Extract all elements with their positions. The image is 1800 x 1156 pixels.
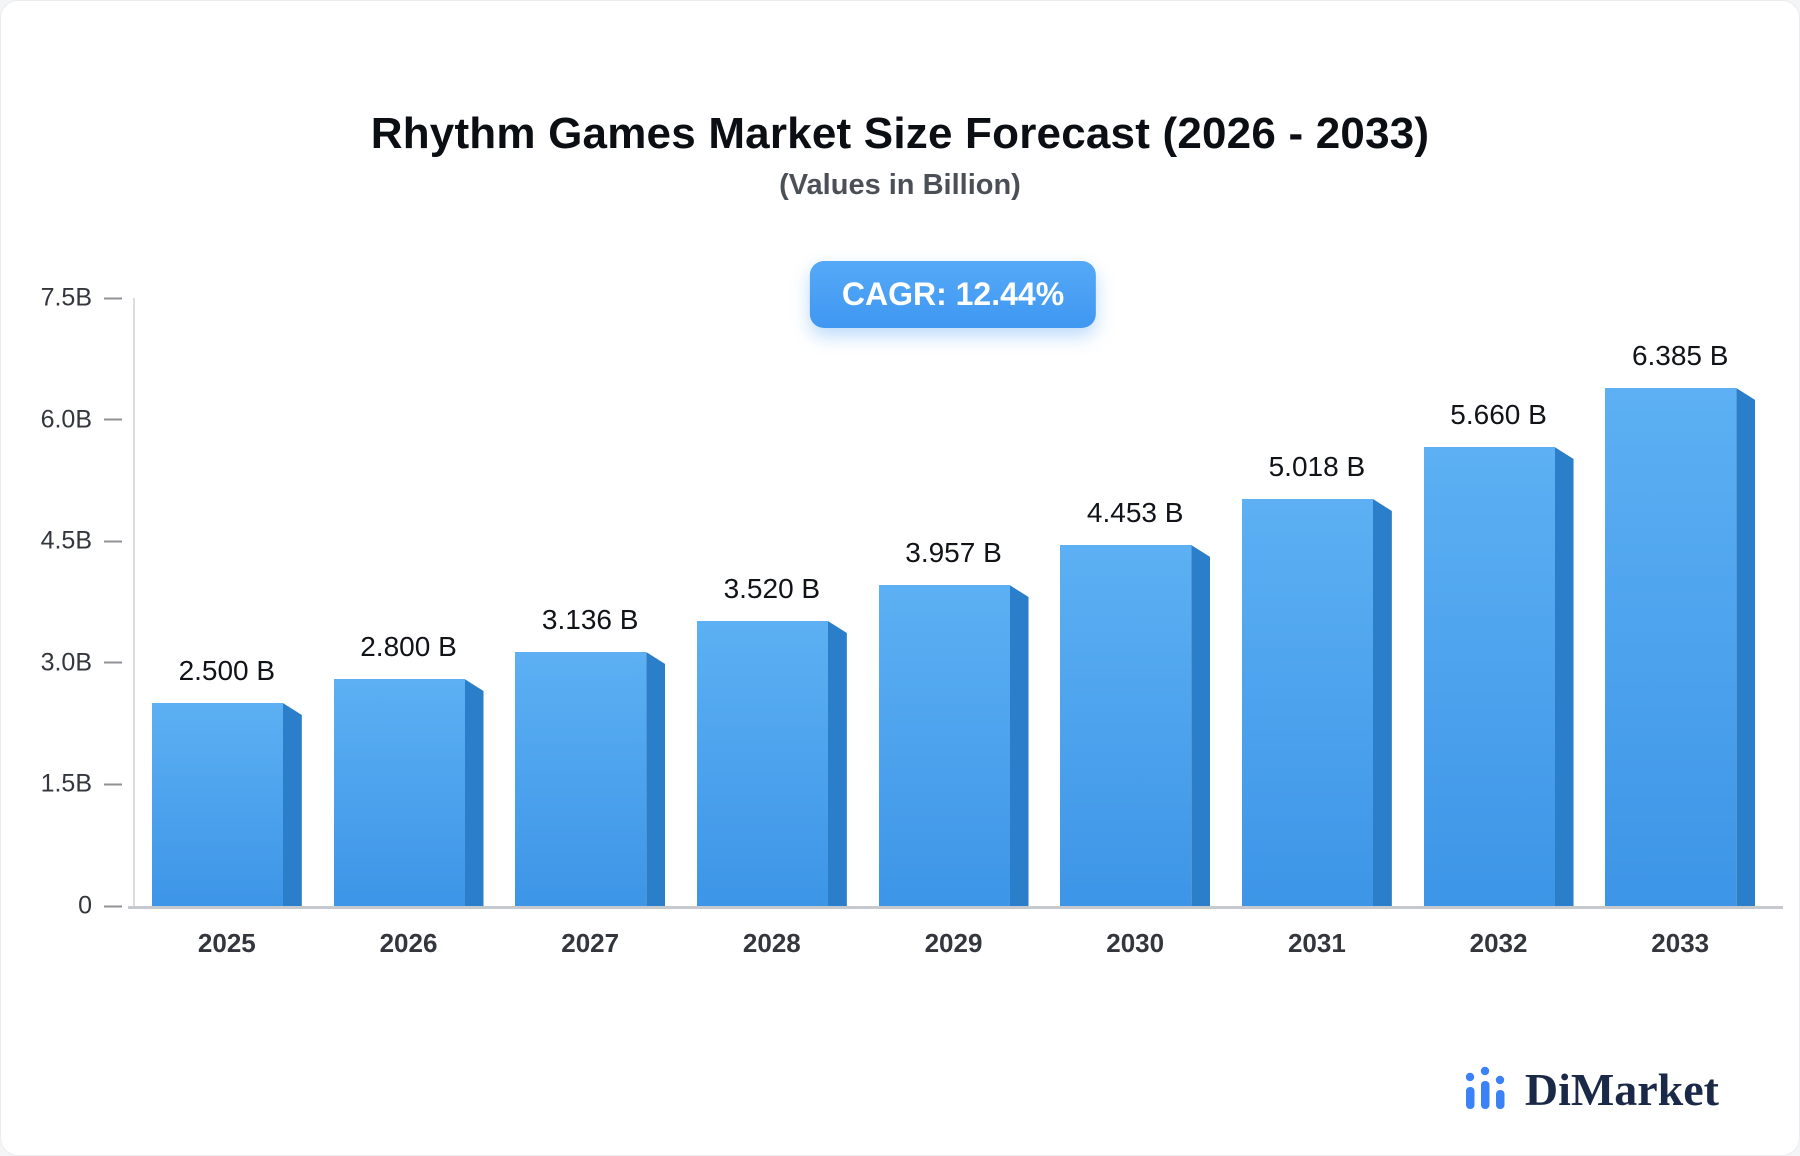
brand-logo: DiMarket — [1461, 1063, 1719, 1113]
bar[interactable] — [151, 703, 302, 906]
bar-side-shade — [464, 679, 484, 906]
bar-column: 4.453 B — [1044, 298, 1226, 906]
y-axis-tick: 1.5B — [41, 770, 122, 799]
bar-face — [1241, 499, 1373, 906]
bar[interactable] — [1060, 545, 1211, 906]
tick-dash — [104, 905, 122, 907]
bar-value-label: 5.660 B — [1450, 399, 1547, 430]
bar-face — [1605, 388, 1737, 906]
bar[interactable] — [696, 621, 847, 906]
y-axis-tick: 6.0B — [41, 405, 122, 434]
bar-side-shade — [1736, 388, 1756, 906]
chart-subtitle: (Values in Billion) — [779, 169, 1021, 201]
brand-name: DiMarket — [1524, 1064, 1719, 1115]
y-axis-tick-label: 3.0B — [40, 648, 92, 677]
bar-column: 6.385 B — [1589, 298, 1771, 906]
tick-dash — [104, 297, 122, 299]
y-axis-tick: 3.0B — [41, 648, 122, 677]
bar-column: 3.136 B — [499, 298, 681, 906]
x-axis-label: 2027 — [561, 928, 620, 958]
x-axis-label: 2026 — [379, 928, 438, 958]
x-axis-label: 2025 — [197, 928, 256, 958]
y-axis-tick: 0 — [78, 892, 122, 921]
tick-dash — [104, 661, 122, 664]
bar-column: 3.520 B — [681, 298, 863, 906]
bar-side-shade — [1009, 585, 1029, 906]
bar-side-shade — [827, 621, 847, 906]
bar[interactable] — [1241, 499, 1392, 906]
x-axis-label: 2031 — [1287, 928, 1346, 958]
bar-side-shade — [282, 703, 302, 906]
bar-value-label: 2.800 B — [360, 631, 457, 662]
y-axis-tick-label: 1.5B — [40, 769, 92, 798]
bar-side-shade — [1554, 447, 1574, 906]
bar-value-label: 3.957 B — [905, 537, 1002, 568]
cagr-badge: CAGR: 12.44% — [809, 261, 1097, 328]
y-axis-tick-label: 0 — [78, 891, 92, 920]
bar[interactable] — [1605, 388, 1756, 906]
tick-dash — [104, 540, 122, 543]
bar-value-label: 3.136 B — [541, 604, 639, 635]
bar-chart-logo-icon — [1465, 1066, 1505, 1109]
x-axis-label: 2033 — [1651, 928, 1710, 958]
bar[interactable] — [333, 679, 484, 906]
y-axis: 0 1.5B 3.0B 4.5B 6.0B 7.5B — [41, 284, 1771, 920]
bar-side-shade — [1191, 545, 1211, 906]
y-axis-tick-label: 7.5B — [40, 283, 92, 312]
y-axis-tick-label: 6.0B — [40, 405, 92, 434]
bar-side-shade — [1372, 499, 1392, 906]
bar[interactable] — [515, 652, 666, 906]
y-axis-tick-label: 4.5B — [40, 526, 92, 555]
plot-area: 0 1.5B 3.0B 4.5B 6.0B 7.5B 2.500 B 2.800 B 3.13… — [41, 284, 1783, 958]
bar-face — [696, 621, 828, 906]
bar-side-shade — [646, 652, 666, 906]
bar-value-label: 5.018 B — [1268, 451, 1366, 482]
y-axis-tick: 4.5B — [41, 527, 122, 556]
x-axis-line — [128, 906, 1783, 909]
bar[interactable] — [878, 585, 1029, 906]
tick-dash — [104, 783, 122, 786]
bar-face — [515, 652, 647, 906]
x-axis-label: 2028 — [742, 928, 801, 958]
x-labels-row: 2025 2026 2027 2028 2029 2030 2031 2032 2033 — [136, 928, 1771, 959]
bar-column: 5.018 B — [1226, 298, 1408, 906]
bar-value-label: 6.385 B — [1631, 340, 1729, 371]
bar-value-label: 3.520 B — [723, 573, 821, 604]
bar-face — [333, 679, 465, 906]
y-axis-line — [133, 298, 135, 906]
x-axis-label: 2030 — [1106, 928, 1165, 958]
x-axis-label: 2032 — [1469, 928, 1528, 958]
bar-value-label: 2.500 B — [178, 655, 276, 686]
bar-face — [1060, 545, 1192, 906]
bar-column: 2.800 B — [318, 298, 500, 906]
bar-column: 2.500 B — [136, 298, 318, 906]
bar-value-label: 4.453 B — [1086, 497, 1184, 528]
bar-face — [1423, 447, 1555, 906]
bar-column: 3.957 B — [863, 298, 1045, 906]
bars-row: 2.500 B 2.800 B 3.136 B 3.520 B 3.957 B 4.453… — [136, 298, 1771, 906]
chart-title: Rhythm Games Market Size Forecast (2026 … — [370, 109, 1430, 158]
bar-column: 5.660 B — [1408, 298, 1590, 906]
tick-dash — [104, 418, 122, 421]
y-axis-tick: 7.5B — [41, 284, 122, 313]
bar-face — [151, 703, 283, 906]
x-axis-label: 2029 — [924, 928, 983, 958]
bar-face — [878, 585, 1010, 906]
bar[interactable] — [1423, 447, 1574, 906]
